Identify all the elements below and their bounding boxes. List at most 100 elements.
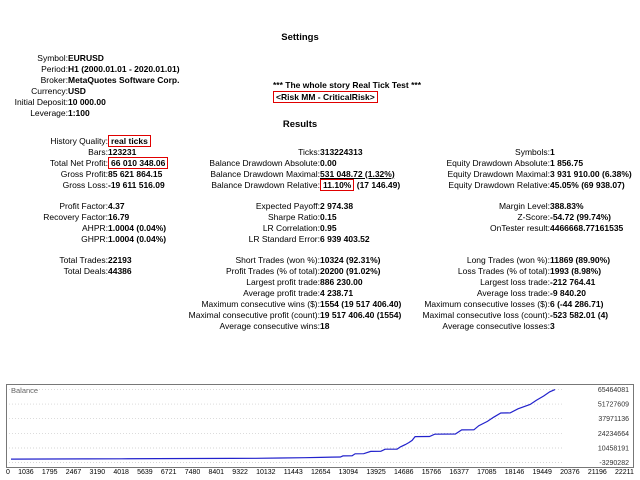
stat-value: 886 230.00 [320,276,363,287]
stat-label: LR Correlation: [262,222,320,233]
stat-label: Profit Trades (% of total): [225,265,320,276]
x-tick-label: 11443 [283,469,303,476]
report-row: Total Deals: 44386 Profit Trades (% of tot… [4,265,636,276]
stat-value: 1554 (19 517 406.40) [320,298,402,309]
stat-label: Balance Drawdown Maximal: [210,168,320,179]
stat-label: Recovery Factor: [43,211,108,222]
x-tick-label: 22211 [615,469,634,476]
stat-value: 18 [320,320,330,331]
y-tick-label: -3290282 [599,460,629,467]
stat-label: Z-Score: [517,211,550,222]
stat-value: 1.0004 (0.04%) [108,233,167,244]
setting-label: Symbol: [37,52,68,63]
stat-value: 1.0004 (0.04%) [108,222,167,233]
x-tick-label: 5639 [137,469,153,476]
stat-label: Equity Drawdown Relative: [448,179,550,190]
stat-value [550,233,636,244]
stat-value: 6 939 403.52 [320,233,370,244]
stat-label: Total Trades: [59,254,108,265]
stat-value: 20200 (91.02%) [320,265,381,276]
settings-row: Initial Deposit: 10 000.00 [4,96,304,107]
highlight-box: 66 010 348.06 [108,156,169,169]
chart-x-axis: 0 1036 1795 2467 3190 4018 5639 6721 7480 8401 932… [6,469,634,476]
stat-label: LR Standard Error: [248,233,320,244]
report-row: Total Trades: 22193 Short Trades (won %): 1… [4,254,636,265]
report-row: Bars: 123231 Ticks: 313224313 Symbols: 1 [4,146,636,157]
stat-label [172,135,320,146]
report-row: GHPR: 1.0004 (0.04%) LR Standard Error: 6 9… [4,233,636,244]
test-title: *** The whole story Real Tick Test *** [273,80,422,90]
x-tick-label: 10132 [256,469,276,476]
setting-value: EURUSD [68,52,104,63]
stat-label: OnTester result: [490,222,550,233]
x-tick-label: 2467 [65,469,82,476]
report-row: Maximal consecutive profit (count): 19 51… [4,309,636,320]
spacer-cell [4,190,636,200]
setting-value: MetaQuotes Software Corp. [68,74,180,85]
stat-value [320,135,410,146]
stat-label: Maximum consecutive losses ($): [424,298,550,309]
report-row: Profit Factor: 4.37 Expected Payoff: 2 974.… [4,200,636,211]
stat-label: Balance Drawdown Absolute: [209,157,320,168]
y-tick-label: 37971136 [598,416,629,423]
stat-label: Profit Factor: [59,200,108,211]
stat-value: 1 856.75 [550,157,584,168]
x-tick-label: 21196 [587,469,607,476]
settings-row: Period: H1 (2000.01.01 - 2020.01.01) [4,63,304,74]
setting-label: Currency: [31,85,68,96]
risk-mode-badge: <Risk MM - CriticalRisk> [273,91,378,103]
stat-label [410,233,550,244]
stat-label: Total Net Profit: [49,157,108,168]
stat-label: Margin Level: [498,200,550,211]
x-tick-label: 18146 [504,469,525,476]
settings-row: Leverage: 1:100 [4,107,304,118]
report-row [4,244,636,254]
stat-label: Short Trades (won %): [235,254,320,265]
stat-label: Sharpe Ratio: [268,211,320,222]
x-tick-label: 17085 [477,469,497,476]
stat-value: -54.72 (99.74%) [550,211,611,222]
highlight-box: 11.10% [320,178,355,191]
setting-label: Period: [41,63,68,74]
stat-value: 3 [550,320,555,331]
stat-label [4,298,108,309]
stat-value: 11869 (89.90%) [550,254,611,265]
x-tick-label: 8401 [208,469,225,476]
stat-value: 2 974.38 [320,200,354,211]
stat-label: Long Trades (won %): [466,254,550,265]
settings-row: Broker: MetaQuotes Software Corp. [4,74,304,85]
stat-value: -19 611 516.09 [108,179,165,190]
setting-value: 1:100 [68,107,90,118]
report-row: Total Net Profit: 66 010 348.06 Balance Dr… [4,156,636,169]
stat-value: 531 048.72 (1.32%) [320,168,395,179]
stat-label: Gross Profit: [60,168,108,179]
x-tick-label: 4018 [113,469,129,476]
balance-chart: 65464081 51727609 37971136 24234664 10458191… [6,384,634,468]
stat-label [4,320,108,331]
x-tick-label: 7480 [184,469,201,476]
stat-label: Symbols: [515,146,550,157]
stat-label [4,276,108,287]
report-row: Gross Profit: 85 621 864.15 Balance Drawdo… [4,168,636,179]
stat-value: 6 (-44 286.71) [550,298,604,309]
stat-label [4,287,108,298]
report-row: Maximum consecutive wins ($): 1554 (19 51… [4,298,636,309]
report-row: Average profit trade: 4 238.71 Average los… [4,287,636,298]
stat-value: 3 931 910.00 (6.38%) [550,168,632,179]
x-tick-label: 1795 [41,469,58,476]
stat-value: 85 621 864.15 [108,168,163,179]
setting-label: Leverage: [30,107,68,118]
stat-label: Loss Trades (% of total): [457,265,550,276]
report-row [4,190,636,200]
stat-value: 4.37 [108,200,125,211]
stat-label: AHPR: [82,222,108,233]
report-row: Average consecutive wins: 18 Average conse… [4,320,636,331]
x-tick-label: 1036 [18,469,34,476]
y-tick-label: 10458191 [598,445,629,452]
stat-label: Maximal consecutive loss (count): [422,309,550,320]
stat-value: 44386 [108,265,132,276]
stat-value: 16.79 [108,211,130,222]
report-row: History Quality: real ticks [4,134,636,147]
stat-label: Largest loss trade: [480,276,550,287]
